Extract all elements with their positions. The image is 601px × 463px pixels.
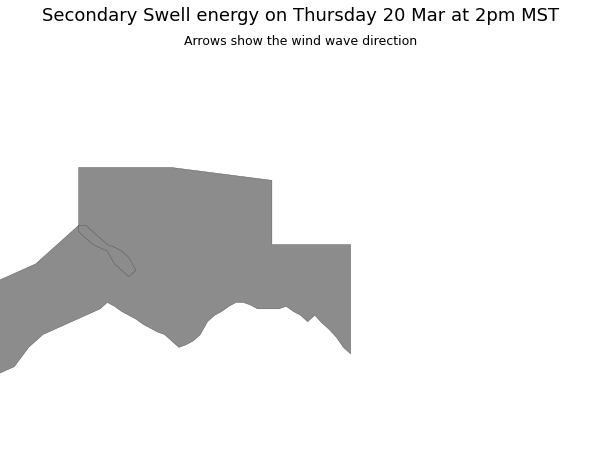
Text: Secondary Swell energy on Thursday 20 Mar at 2pm MST: Secondary Swell energy on Thursday 20 Ma… [42,7,559,25]
Text: Arrows show the wind wave direction: Arrows show the wind wave direction [184,35,417,48]
Polygon shape [0,168,350,386]
